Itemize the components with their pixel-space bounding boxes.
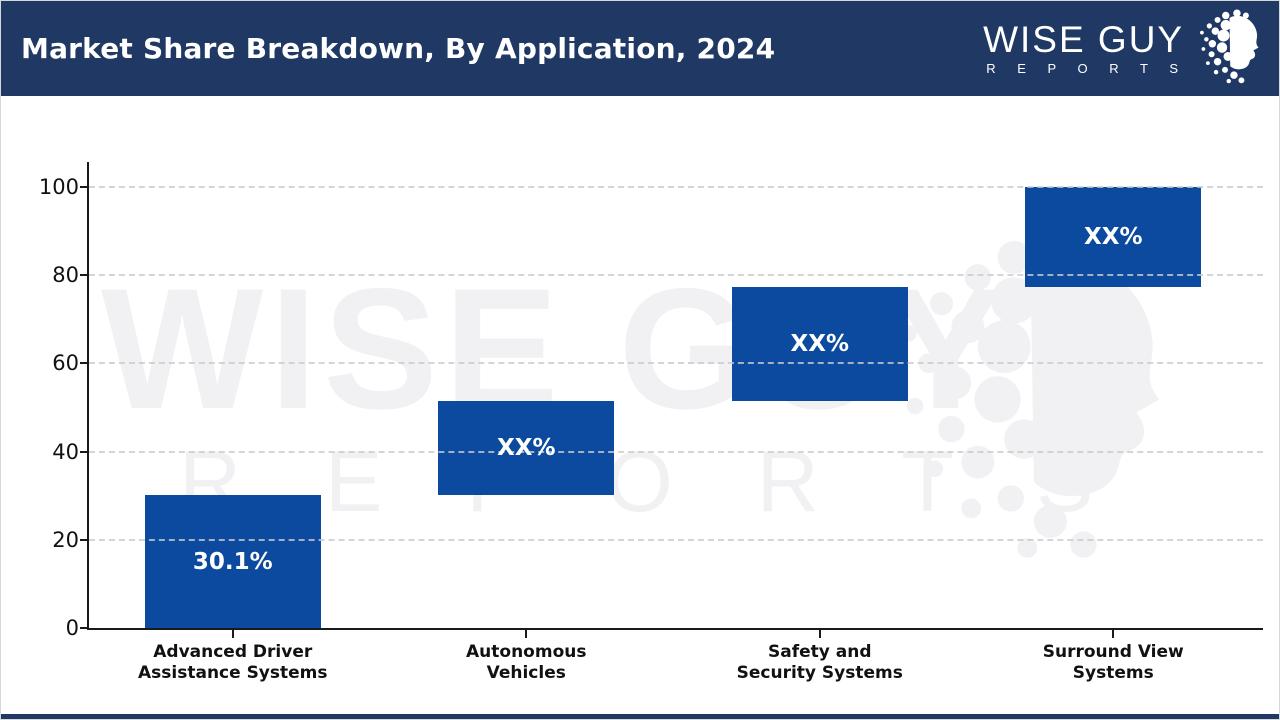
y-tick-label: 20 — [52, 527, 79, 552]
gridline-y-40 — [89, 450, 1263, 453]
y-tick-mark — [80, 274, 88, 277]
category-label-line: Safety and — [767, 642, 872, 662]
category-label-2: Autonomous Vehicles — [396, 642, 656, 684]
waterfall-chart: 0 20 40 60 80 100 30.1% Advanced Driver Assistan… — [1, 96, 1279, 716]
bar-segment-4 — [1025, 187, 1202, 287]
gridline-y-100 — [89, 186, 1263, 188]
gridline-y-60 — [89, 362, 1263, 365]
y-tick-label: 100 — [38, 175, 79, 199]
header-band: Market Share Breakdown, By Application, … — [1, 1, 1279, 96]
bar-value-label: XX% — [790, 330, 850, 357]
category-label-3: Safety and Security Systems — [690, 642, 950, 684]
y-tick-mark — [80, 362, 88, 365]
category-label-1: Advanced Driver Assistance Systems — [103, 642, 363, 684]
category-label-line: Security Systems — [736, 663, 903, 683]
bar-segment-2 — [438, 401, 615, 496]
gridline-y-20 — [89, 538, 1263, 541]
category-label-line: Advanced Driver — [153, 642, 313, 662]
y-tick-mark — [80, 450, 88, 453]
category-label-line: Surround View — [1042, 642, 1184, 662]
category-label-line: Vehicles — [486, 663, 566, 683]
category-label-4: Surround View Systems — [983, 642, 1243, 684]
logo-name: WISE GUY — [983, 18, 1185, 60]
wiseguy-face-icon — [1200, 8, 1259, 83]
bar-segment-3 — [731, 286, 908, 402]
gridline-y-80 — [89, 274, 1263, 277]
y-tick-mark — [80, 627, 88, 629]
bar-value-label: XX% — [1083, 223, 1143, 250]
y-tick-label: 80 — [52, 263, 79, 288]
bar-segment-1 — [144, 495, 321, 628]
page-title: Market Share Breakdown, By Application, … — [21, 32, 776, 65]
wiseguy-logo: WISE GUY R E P O R T S — [980, 1, 1267, 96]
bar-value-label: 30.1% — [192, 548, 273, 575]
y-tick-mark — [80, 186, 88, 188]
logo-text: WISE GUY R E P O R T S — [980, 18, 1187, 77]
y-tick-mark — [80, 538, 88, 541]
x-tick-mark — [525, 630, 528, 638]
y-tick-label: 40 — [52, 439, 79, 464]
x-tick-mark — [231, 630, 234, 638]
x-tick-mark — [818, 630, 821, 638]
category-label-line: Systems — [1072, 663, 1154, 683]
x-tick-mark — [1112, 630, 1115, 638]
x-axis-line — [87, 628, 1263, 630]
y-axis-line — [87, 162, 89, 630]
y-tick-label: 0 — [65, 616, 79, 640]
bar-value-label: XX% — [496, 435, 556, 462]
category-label-line: Assistance Systems — [138, 663, 328, 683]
category-label-line: Autonomous — [466, 642, 587, 662]
y-tick-label: 60 — [52, 351, 79, 376]
footer-accent-bar — [1, 714, 1279, 719]
logo-tagline: R E P O R T S — [986, 60, 1187, 76]
